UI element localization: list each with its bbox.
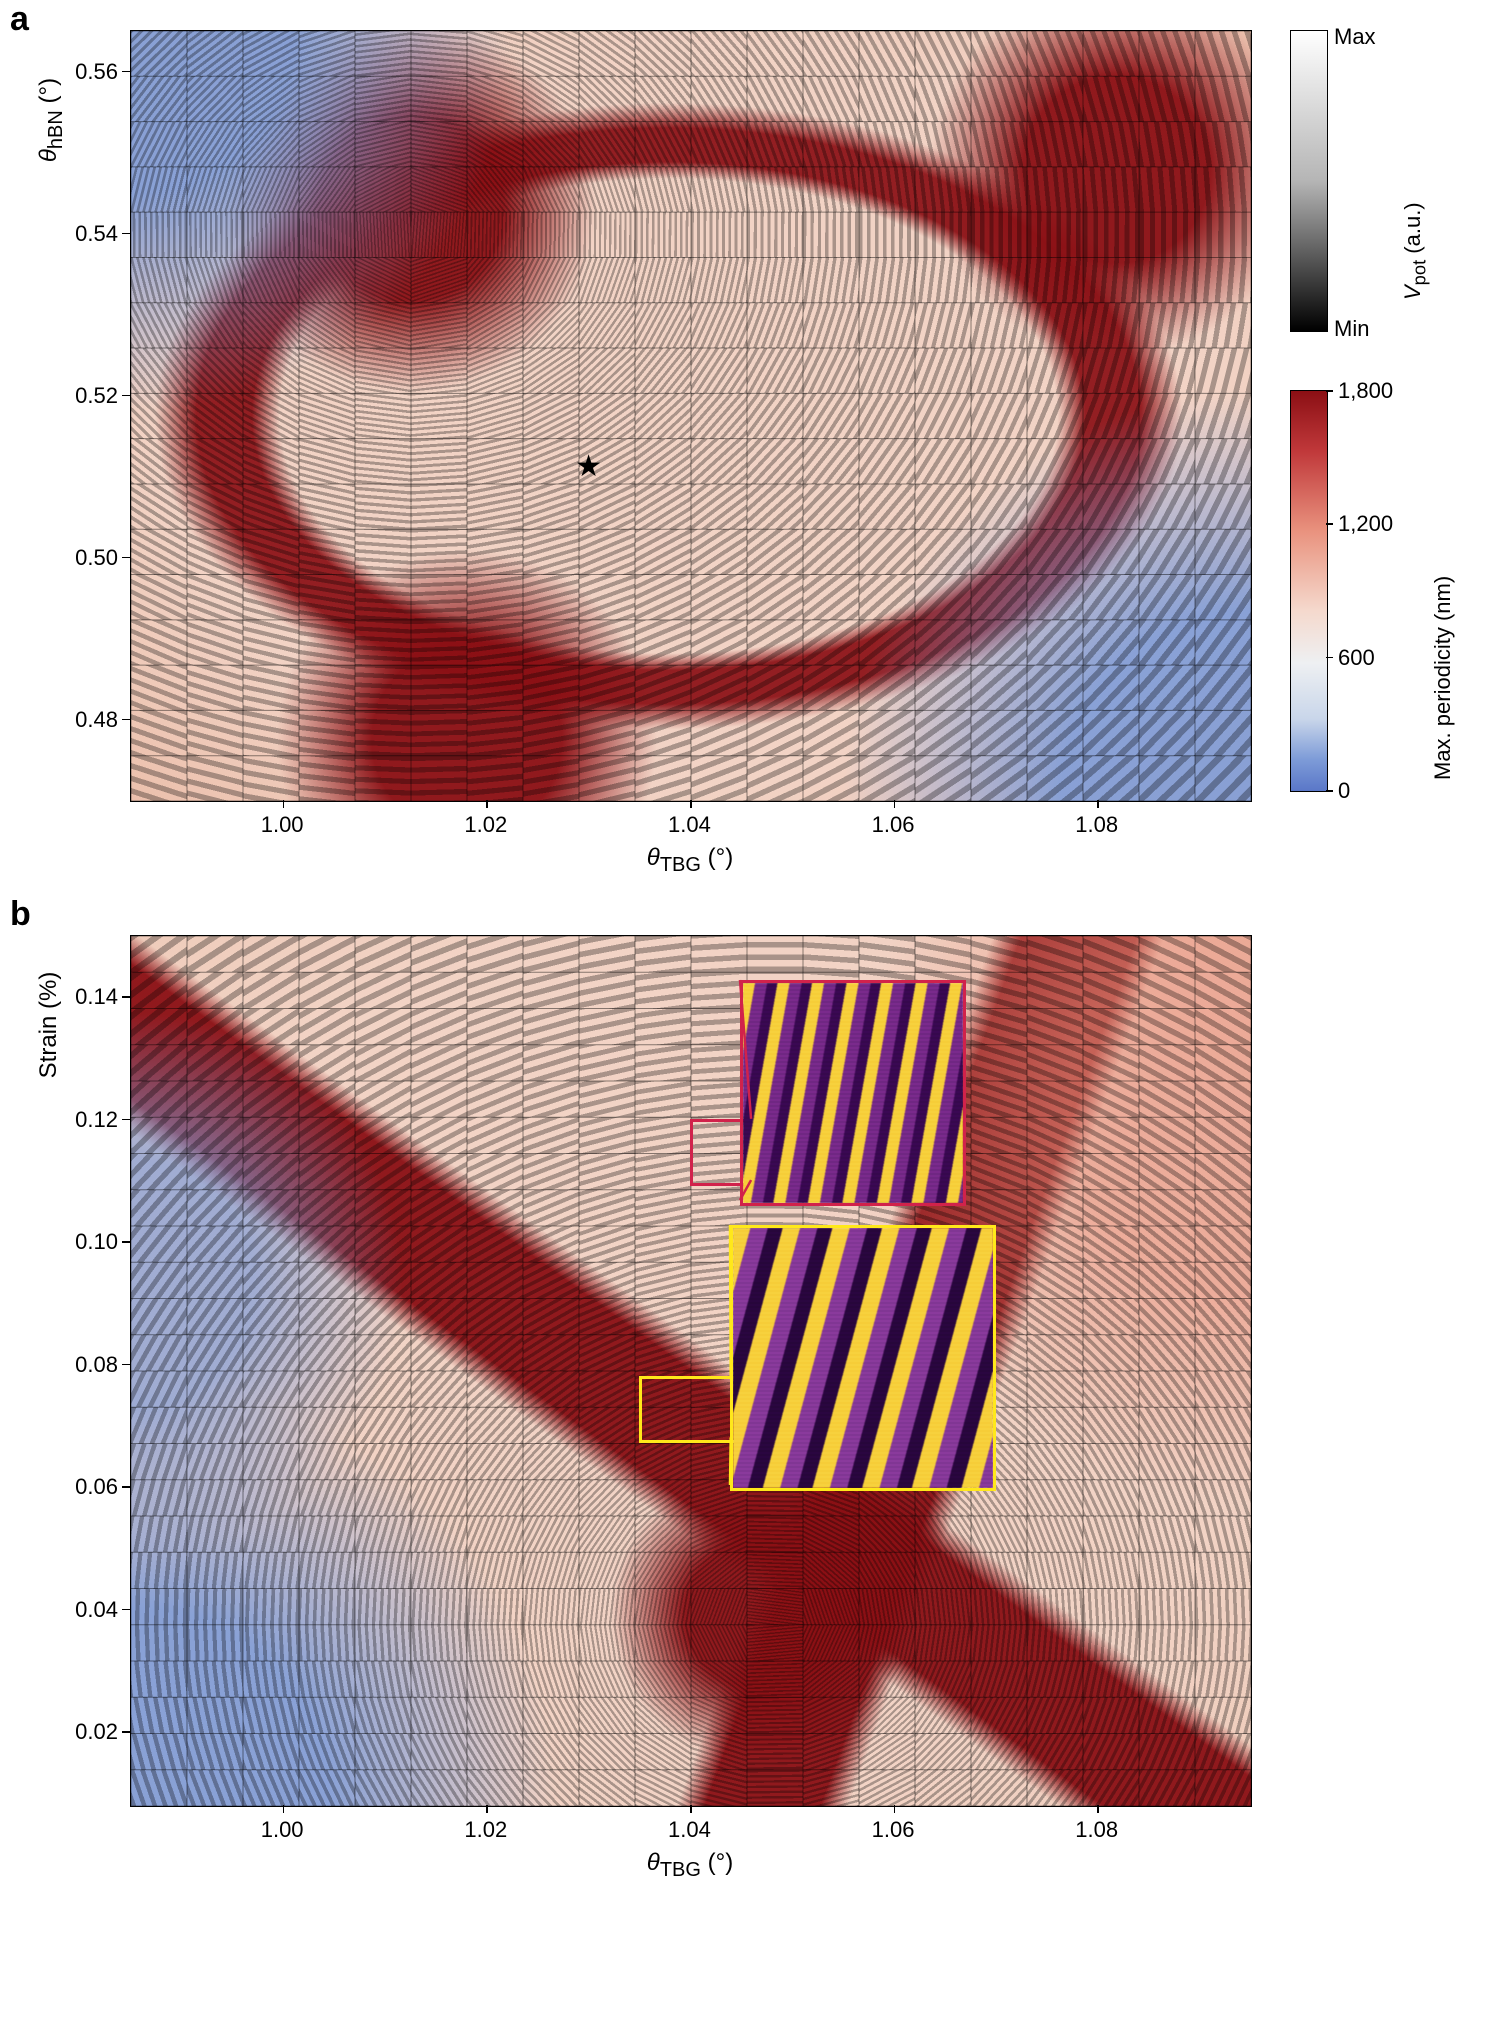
plot-area [130, 935, 1252, 1807]
y-tick-label: 0.04 [60, 1597, 118, 1623]
colorbar-tick-label: Max [1334, 24, 1376, 50]
x-axis-label: θTBG (°) [130, 1849, 1250, 1882]
figure-root: a ★ 1.00 1.02 1.04 1.06 1.08 0.48 0.50 0.52 0.54 0.… [0, 0, 1501, 2018]
y-tick-label: 0.08 [60, 1352, 118, 1378]
inset-red [740, 980, 966, 1206]
x-tick-label: 1.08 [1075, 812, 1118, 838]
y-tick-label: 0.54 [60, 221, 118, 247]
colorbar-vpot [1290, 30, 1328, 332]
colorbar-tick-label: 0 [1338, 778, 1350, 804]
x-tick-label: 1.04 [668, 1817, 711, 1843]
y-tick-label: 0.10 [60, 1229, 118, 1255]
inset-source-box [639, 1376, 737, 1443]
x-tick-label: 1.02 [464, 812, 507, 838]
colorbar-tick-label: 1,800 [1338, 378, 1393, 404]
colorbar-tick-label: Min [1334, 316, 1369, 342]
x-tick-label: 1.04 [668, 812, 711, 838]
x-tick-label: 1.08 [1075, 1817, 1118, 1843]
small-multiple-grid [131, 936, 1251, 1806]
colorbar-tick-label: 600 [1338, 645, 1375, 671]
x-tick-label: 1.00 [261, 812, 304, 838]
colorbar-tick-label: 1,200 [1338, 511, 1393, 537]
colorbar-label: Vpot (a.u.) [1400, 202, 1430, 300]
panel-label: a [10, 0, 29, 39]
x-tick-label: 1.02 [464, 1817, 507, 1843]
star-marker: ★ [575, 449, 602, 484]
x-tick-label: 1.06 [872, 1817, 915, 1843]
y-tick-label: 0.48 [60, 707, 118, 733]
x-axis-label: θTBG (°) [130, 844, 1250, 877]
x-tick-label: 1.06 [872, 812, 915, 838]
y-tick-label: 0.14 [60, 984, 118, 1010]
inset-yellow [730, 1225, 996, 1491]
y-axis-label: Strain (%) [35, 590, 63, 1460]
y-tick-label: 0.56 [60, 59, 118, 85]
y-tick-label: 0.02 [60, 1719, 118, 1745]
y-tick-label: 0.52 [60, 383, 118, 409]
small-multiple-grid [131, 31, 1251, 801]
y-tick-label: 0.12 [60, 1107, 118, 1133]
colorbar-periodicity [1290, 390, 1328, 792]
y-axis-label: θhBN (°) [35, 0, 68, 505]
y-tick-label: 0.06 [60, 1474, 118, 1500]
x-tick-label: 1.00 [261, 1817, 304, 1843]
plot-area: ★ [130, 30, 1252, 802]
y-tick-label: 0.50 [60, 545, 118, 571]
colorbar-label: Max. periodicity (nm) [1430, 576, 1456, 780]
panel-label: b [10, 895, 31, 934]
